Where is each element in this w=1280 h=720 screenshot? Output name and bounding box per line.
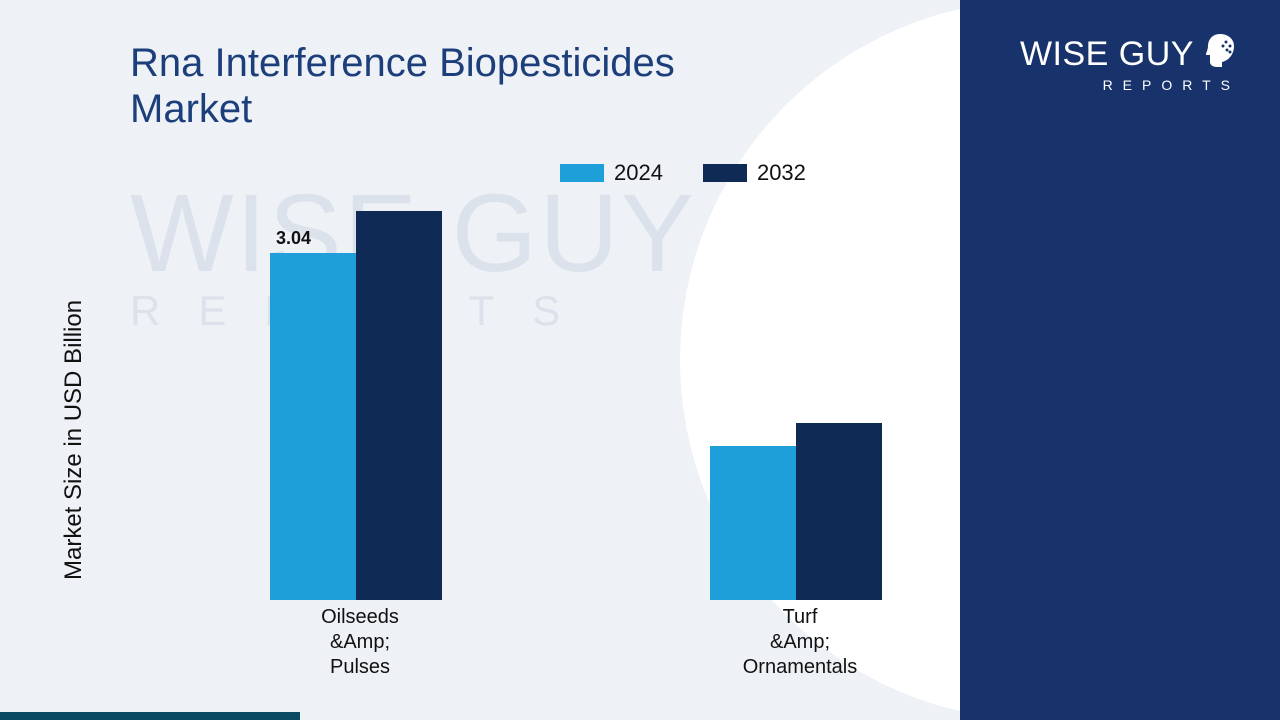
bar-label-oilseeds-2024: 3.04 [276,228,311,249]
plot-area: 3.04 Oilseeds&Amp;Pulses Turf&Amp;Orname… [110,200,930,600]
brand-sub: REPORTS [1020,77,1240,93]
brand-logo: WISE GUY REPORTS [1020,30,1240,93]
chart-canvas: WISE GUY REPORTS WISE GUY REPORTS Rna In… [0,0,1280,720]
legend-swatch-2032 [703,164,747,182]
legend-label-2032: 2032 [757,160,806,186]
legend-item-2032: 2032 [703,160,806,186]
bar-turf-2024 [710,446,796,600]
bar-group-turf: Turf&Amp;Ornamentals [710,200,890,600]
head-icon [1200,30,1240,79]
legend: 2024 2032 [560,160,806,186]
bar-turf-2032 [796,423,882,600]
x-label-turf: Turf&Amp;Ornamentals [710,605,890,680]
legend-item-2024: 2024 [560,160,663,186]
bar-oilseeds-2032 [356,211,442,600]
bar-group-oilseeds: 3.04 Oilseeds&Amp;Pulses [270,200,450,600]
chart-title: Rna Interference Biopesticides Market [130,40,770,132]
right-panel [960,0,1280,720]
brand-name: WISE GUY [1020,35,1194,74]
legend-swatch-2024 [560,164,604,182]
decor-bottom-bar [0,712,300,720]
legend-label-2024: 2024 [614,160,663,186]
x-label-oilseeds: Oilseeds&Amp;Pulses [270,605,450,680]
bar-oilseeds-2024 [270,253,356,600]
y-axis-label: Market Size in USD Billion [60,300,88,580]
